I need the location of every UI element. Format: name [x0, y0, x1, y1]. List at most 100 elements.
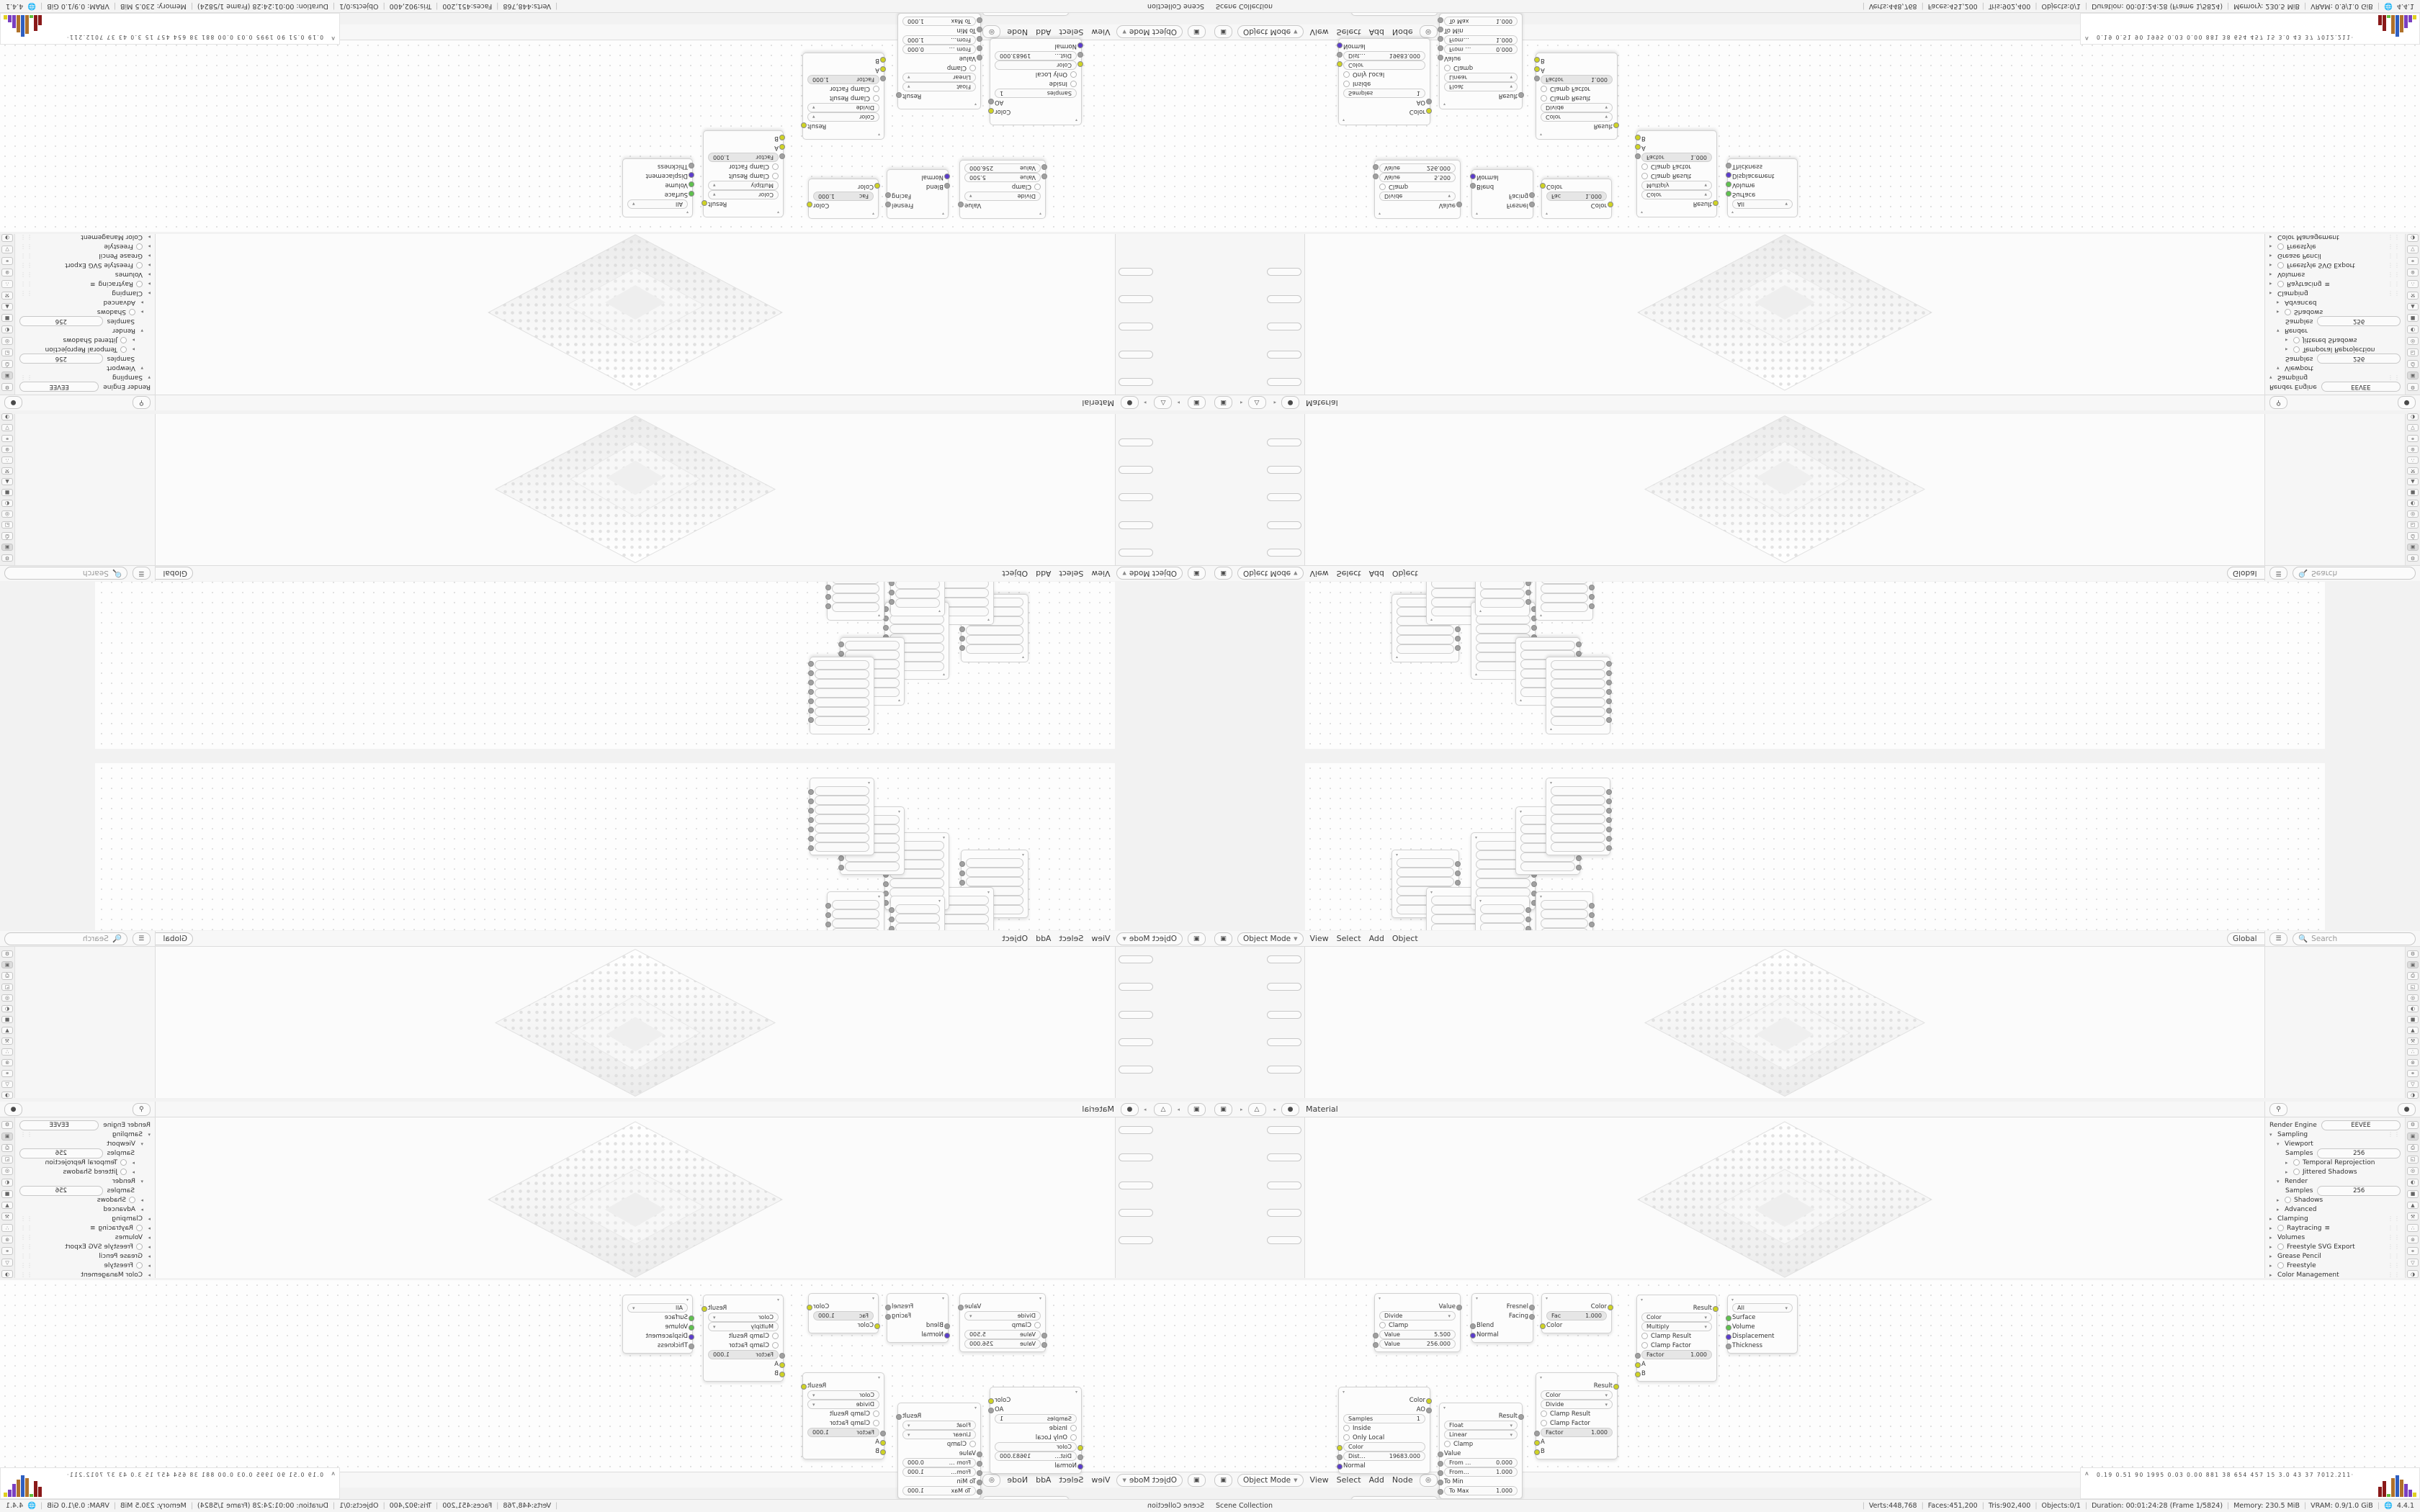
mode-selector-upper[interactable]: Object Mode ▼ — [1237, 567, 1304, 580]
socket-input[interactable] — [1373, 1332, 1379, 1338]
node-material-output[interactable]: ▾ All ▾ Surface Volume Displacement Thickness — [622, 158, 694, 217]
node-dropdown[interactable]: Divide ▾ — [1379, 192, 1456, 201]
sidebar-list-upper[interactable] — [1115, 414, 1210, 565]
node-row[interactable]: From… 1.000 — [1438, 35, 1522, 45]
menu-node[interactable]: Node — [1392, 1475, 1413, 1485]
constraint-icon[interactable]: ⚭ — [1, 256, 13, 265]
view-layer-icon[interactable]: ◱ — [1, 348, 13, 357]
menu-node[interactable]: Node — [1392, 27, 1413, 37]
node-dropdown[interactable]: Color ▾ — [1641, 190, 1712, 199]
socket-output[interactable] — [889, 916, 895, 922]
node-value-field[interactable]: Color — [995, 60, 1077, 70]
particles-icon[interactable]: ∴ — [1, 1224, 13, 1233]
node-math-divide-a[interactable]: ▾ Value Divide ▾ Clamp Value 5.500 Value 256.000 — [1373, 160, 1462, 219]
socket-output[interactable] — [838, 642, 844, 648]
toggle-freestyle-svg-export[interactable] — [2277, 1243, 2284, 1250]
sidebar-row[interactable] — [1213, 1018, 1301, 1025]
menu-view[interactable]: View — [1309, 27, 1329, 37]
tool-icon[interactable]: ⚙ — [2407, 1121, 2419, 1129]
menu-object[interactable]: Object — [1392, 569, 1418, 578]
sidebar-row[interactable] — [1213, 446, 1301, 453]
node-value-field[interactable] — [815, 660, 869, 670]
object-icon[interactable]: ▲ — [2407, 302, 2419, 311]
prop-section-temporal-reprojection[interactable]: ▸ Temporal Reprojection — [2269, 345, 2401, 354]
particles-icon[interactable]: ∴ — [2407, 279, 2419, 288]
view-layer-icon[interactable]: ◱ — [2407, 984, 2419, 991]
node-value-field[interactable]: Dist… 19683.000 — [995, 51, 1077, 60]
view-layer-icon[interactable]: ◱ — [2407, 521, 2419, 528]
node-material-output[interactable]: ▾ All ▾ Surface Volume Displacement Thickness — [1726, 1295, 1798, 1354]
node-row[interactable] — [889, 914, 944, 923]
node-ambient-occlusion[interactable]: ▾ Color AO Samples 1 Inside Only Local Color Dis… — [988, 38, 1083, 125]
node-row[interactable]: Color ▾ — [704, 190, 783, 199]
particles-icon[interactable]: ∴ — [1, 279, 13, 288]
node-row[interactable] — [1392, 635, 1461, 644]
node-value-field[interactable]: Fac 1.000 — [813, 192, 874, 201]
properties-editor-upper[interactable]: ☰ 🔍 Search ⚙ ▣ ⎙ ◱ ◎ ◐ ■ ▲ ⚒ ∴ ⊚ ⚭ ▽ ◑ — [2264, 931, 2420, 1099]
toggle-temporal-reprojection[interactable] — [2293, 1159, 2300, 1166]
socket-output[interactable] — [1606, 826, 1612, 832]
node-value-field[interactable] — [895, 582, 940, 589]
sidebar-row[interactable] — [1119, 549, 1207, 557]
sidebar-list-upper[interactable] — [1210, 414, 1305, 565]
prop-section-jittered-shadows[interactable]: ▸ Jittered Shadows — [19, 336, 151, 345]
sidebar-row[interactable] — [1213, 1153, 1301, 1162]
tool-icon[interactable]: ⚙ — [1, 950, 13, 958]
menu-view[interactable]: View — [1091, 569, 1111, 578]
collapse-chevron-icon[interactable]: ▾ — [867, 726, 870, 732]
prop-section-sampling[interactable]: ▾ Sampling ⋮⋮ — [2269, 1130, 2401, 1139]
collapse-chevron-icon[interactable]: ▾ — [867, 780, 870, 786]
node-row[interactable]: Blend — [887, 182, 950, 192]
node-row[interactable] — [1476, 589, 1531, 598]
render-icon[interactable]: ▣ — [1, 544, 13, 551]
node-value-field[interactable]: Samples 1 — [995, 1414, 1077, 1423]
socket-output[interactable] — [825, 603, 831, 610]
socket-input[interactable] — [1534, 1439, 1540, 1446]
node-row[interactable]: B — [1635, 1369, 1716, 1378]
top-node-canvas[interactable]: ▾ ▾ ▾ ▾ ▾ ▾ ▾ — [95, 582, 1115, 749]
toggle-raytracing[interactable] — [136, 1225, 143, 1231]
node-row[interactable]: Clamp — [1440, 1439, 1522, 1449]
node-value-field[interactable] — [845, 862, 900, 871]
node-row[interactable] — [959, 644, 1028, 654]
socket-output[interactable] — [825, 594, 831, 600]
prop-section-freestyle-svg-export[interactable]: ▸ Freestyle SVG Export ⋮⋮ — [2269, 261, 2401, 270]
toggle-clamp-factor[interactable] — [1541, 86, 1547, 92]
sidebar-row[interactable] — [1119, 1133, 1207, 1140]
node-value-field[interactable] — [832, 603, 879, 612]
node-row[interactable]: Displacement — [1726, 1331, 1797, 1341]
object-icon[interactable]: ▣ — [1214, 1102, 1232, 1116]
socket-input[interactable] — [1726, 163, 1731, 169]
node-row[interactable] — [1392, 868, 1461, 877]
prop-section-clamping[interactable]: ▸ Clamping ⋮⋮ — [19, 289, 151, 298]
pin-icon[interactable]: ⚲ — [133, 1102, 151, 1116]
prop-value-field[interactable]: 256 — [2317, 1148, 2401, 1158]
socket-input[interactable] — [1041, 1341, 1047, 1348]
node-dropdown[interactable]: Divide ▾ — [964, 1311, 1041, 1320]
geo-node-e[interactable]: ▾ — [808, 657, 874, 734]
sidebar-row[interactable] — [1213, 991, 1301, 998]
sidebar-row[interactable] — [1213, 282, 1301, 289]
socket-output[interactable] — [959, 879, 965, 886]
socket-output[interactable] — [838, 855, 844, 861]
output-icon[interactable]: ⎙ — [1, 360, 13, 369]
prop-value-field[interactable]: 256 — [2317, 316, 2401, 327]
collapse-chevron-icon[interactable]: ▾ — [1075, 117, 1077, 122]
socket-output[interactable] — [801, 1383, 807, 1390]
sidebar-row[interactable] — [1213, 556, 1301, 563]
scene-icon[interactable]: ◎ — [2407, 994, 2419, 1002]
node-map-range[interactable]: ▾ Result Float ▾ Linear ▾ Clamp Value From … 0.00… — [896, 13, 982, 109]
socket-output[interactable] — [808, 807, 814, 814]
prop-section-freestyle-svg-export[interactable]: ▸ Freestyle SVG Export ⋮⋮ — [19, 1242, 151, 1251]
socket-input[interactable] — [779, 1371, 785, 1377]
sidebar-row[interactable] — [1119, 1223, 1207, 1230]
node-breadcrumb-bar[interactable]: ▣ ▸ △ ▸ ● Material — [1210, 1102, 2420, 1117]
sidebar-row[interactable] — [1213, 337, 1301, 344]
collapse-chevron-icon[interactable]: ▾ — [1075, 1390, 1077, 1395]
socket-output[interactable] — [1606, 845, 1612, 851]
editor-type-icon[interactable]: ▣ — [1188, 567, 1206, 580]
node-value-field[interactable]: From… 1.000 — [902, 35, 976, 45]
socket-output[interactable] — [1576, 864, 1582, 870]
data-icon[interactable]: ▽ — [2407, 424, 2419, 431]
prop-section-grease-pencil[interactable]: ▸ Grease Pencil ⋮⋮ — [19, 251, 151, 261]
